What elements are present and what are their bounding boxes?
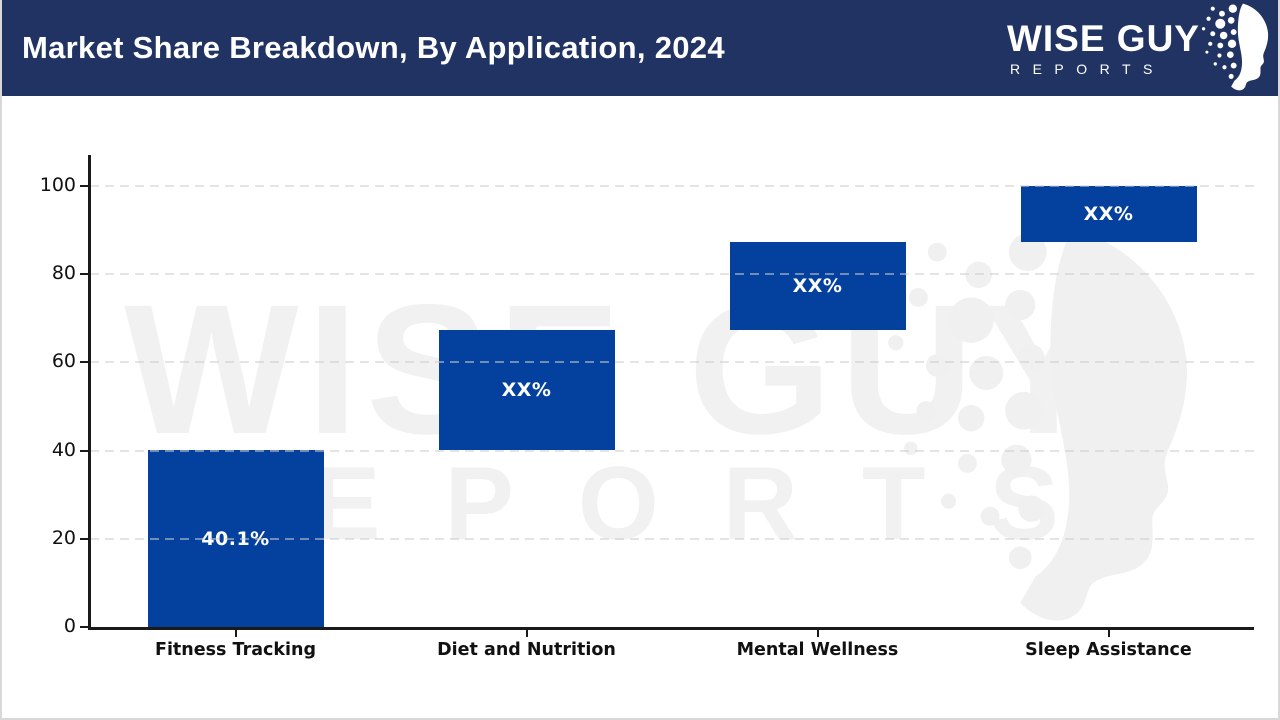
brand-logo-line2: REPORTS <box>1009 61 1165 77</box>
y-gridline <box>90 449 1254 452</box>
y-axis-tick-label: 0 <box>63 615 76 637</box>
header-bar: Market Share Breakdown, By Application, … <box>2 0 1278 96</box>
y-axis-line <box>88 155 91 629</box>
y-gridline <box>90 537 1254 540</box>
y-gridline <box>90 273 1254 276</box>
x-axis-tick-mark <box>525 629 528 637</box>
y-gridline <box>90 185 1254 187</box>
brand-logo-text: WISE GUY REPORTS <box>1007 20 1200 76</box>
y-axis-tick-mark <box>80 449 90 452</box>
x-axis-category-label: Mental Wellness <box>736 640 899 660</box>
y-axis-tick-mark <box>80 537 90 540</box>
x-axis-tick-mark <box>816 629 819 637</box>
x-axis-line <box>88 627 1254 630</box>
page-title: Market Share Breakdown, By Application, … <box>22 30 725 65</box>
x-axis-category-label: Diet and Nutrition <box>437 640 616 660</box>
y-axis-tick-label: 40 <box>51 438 76 461</box>
y-gridline <box>90 361 1254 364</box>
brand-logo: WISE GUY REPORTS <box>1007 2 1278 94</box>
y-axis-tick-mark <box>80 273 90 276</box>
x-axis-tick-mark <box>1107 629 1110 637</box>
y-axis-tick-mark <box>80 185 90 187</box>
chart-bar-sleep-assistance: XX% <box>1020 185 1197 242</box>
bar-value-label: XX% <box>792 274 843 297</box>
bar-value-label: XX% <box>1083 202 1134 225</box>
y-axis-tick-label: 20 <box>51 526 76 549</box>
brand-logo-line1: WISE GUY <box>1006 18 1200 59</box>
chart-bar-diet-and-nutrition: XX% <box>438 330 615 451</box>
bar-value-label: XX% <box>501 379 552 402</box>
x-axis-tick-mark <box>234 629 237 637</box>
brand-logo-face-icon <box>1201 3 1269 91</box>
y-axis-tick-label: 100 <box>39 174 76 196</box>
y-axis-tick-mark <box>80 361 90 364</box>
watermark-text-line1: WISE GUY <box>124 267 1114 473</box>
x-axis-category-label: Sleep Assistance <box>1025 640 1192 660</box>
y-axis-tick-label: 80 <box>51 262 76 285</box>
y-axis-tick-mark <box>80 626 90 628</box>
chart-bar-mental-wellness: XX% <box>729 241 906 331</box>
x-axis-category-label: Fitness Tracking <box>154 640 317 660</box>
y-axis-tick-label: 60 <box>51 350 76 373</box>
